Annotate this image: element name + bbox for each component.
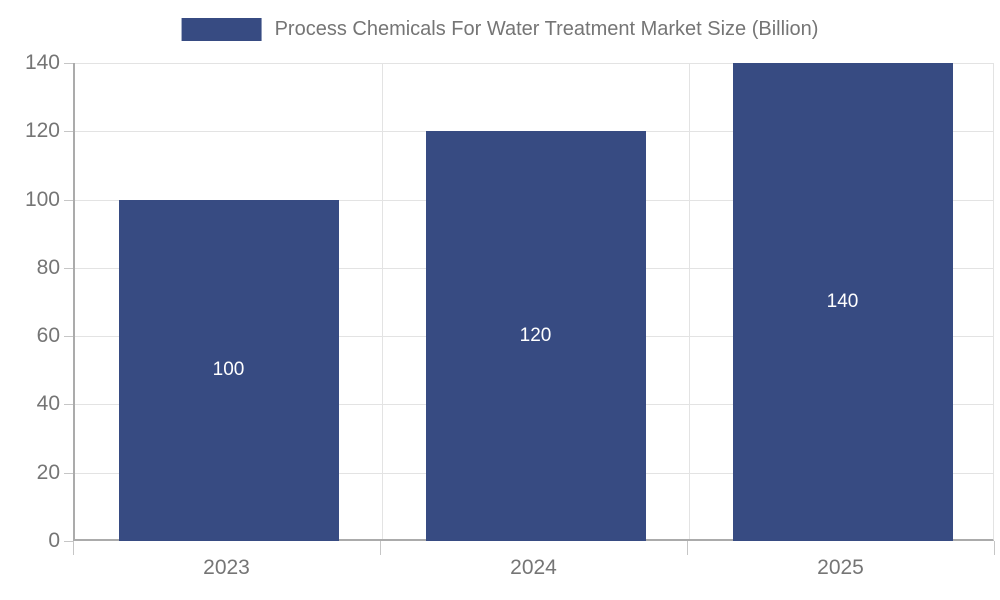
- y-axis-tick: [64, 131, 73, 133]
- x-axis-tick-label: 2025: [817, 556, 864, 579]
- y-axis-tick: [64, 199, 73, 201]
- x-axis-tick-label: 2023: [203, 556, 250, 579]
- y-axis-tick: [64, 63, 73, 64]
- x-axis-tick: [380, 541, 381, 555]
- y-axis-tick: [64, 541, 73, 542]
- legend-swatch: [181, 18, 262, 41]
- y-axis-tick-label: 140: [24, 51, 60, 74]
- y-axis-tick-label: 20: [36, 460, 60, 484]
- legend-label: Process Chemicals For Water Treatment Ma…: [274, 18, 819, 40]
- gridline-horizontal: [75, 63, 993, 64]
- x-axis-tick: [687, 541, 688, 555]
- plot-area: 100 120 140: [73, 63, 994, 541]
- y-axis-tick: [64, 336, 73, 338]
- x-axis-tick: [73, 541, 74, 555]
- gridline-vertical: [382, 63, 383, 539]
- y-axis-tick-label: 40: [36, 392, 60, 416]
- bar-value-label: 120: [519, 325, 552, 347]
- x-axis-tick-label: 2024: [510, 556, 557, 579]
- gridline-vertical: [689, 63, 690, 539]
- bar-2023: 100: [118, 199, 339, 541]
- bar-value-label: 140: [826, 291, 859, 312]
- x-axis-tick: [994, 541, 995, 555]
- y-axis-tick-label: 0: [48, 529, 60, 552]
- y-axis-tick-label: 120: [24, 119, 60, 143]
- y-axis-tick: [64, 267, 73, 269]
- legend: Process Chemicals For Water Treatment Ma…: [181, 18, 819, 41]
- y-axis-tick-label: 100: [24, 187, 60, 211]
- y-axis-tick: [64, 472, 73, 474]
- bar-2024: 120: [425, 131, 646, 541]
- y-axis-tick: [64, 404, 73, 406]
- y-axis-tick-label: 80: [36, 255, 60, 279]
- y-axis-tick-label: 60: [36, 324, 60, 348]
- bar-value-label: 100: [212, 359, 245, 381]
- bar-2025: 140: [732, 63, 953, 541]
